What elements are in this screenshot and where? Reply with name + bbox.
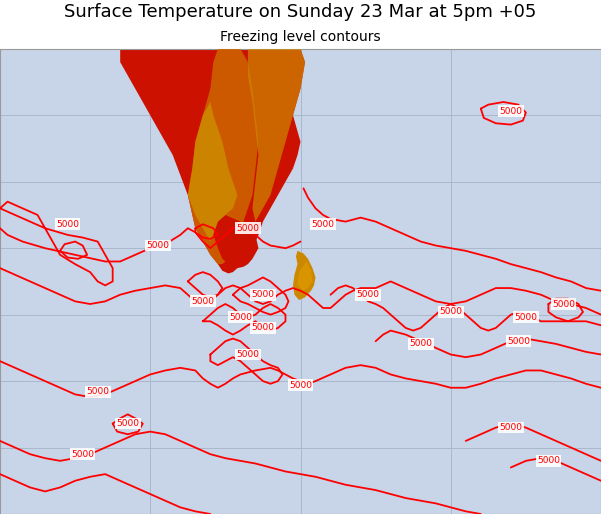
Text: 5000: 5000 [251,290,275,299]
Text: 5000: 5000 [251,323,275,333]
Text: 5000: 5000 [439,307,462,317]
Polygon shape [188,102,237,242]
Text: 5000: 5000 [146,241,169,250]
Text: 5000: 5000 [191,297,215,306]
Text: 5000: 5000 [409,339,432,348]
Polygon shape [297,262,313,291]
Polygon shape [293,251,316,300]
Text: 5000: 5000 [71,450,94,458]
Text: 5000: 5000 [356,290,380,299]
Text: 5000: 5000 [56,220,79,229]
Polygon shape [188,49,258,264]
Text: 5000: 5000 [236,224,260,233]
Polygon shape [248,49,305,222]
Text: 5000: 5000 [311,220,335,229]
Text: 5000: 5000 [507,337,530,346]
Text: Freezing level contours: Freezing level contours [220,30,381,44]
Text: 5000: 5000 [289,380,312,390]
Text: 5000: 5000 [229,313,252,322]
Text: 5000: 5000 [499,107,522,116]
Polygon shape [120,49,305,273]
Text: 5000: 5000 [514,313,537,322]
Text: 5000: 5000 [236,350,260,359]
Text: Surface Temperature on Sunday 23 Mar at 5pm +05: Surface Temperature on Sunday 23 Mar at … [64,3,537,21]
Text: 5000: 5000 [537,456,560,465]
Text: 5000: 5000 [86,387,109,396]
Polygon shape [213,215,258,268]
Text: 5000: 5000 [116,419,139,428]
Text: 5000: 5000 [499,423,522,432]
Text: 5000: 5000 [552,300,575,308]
